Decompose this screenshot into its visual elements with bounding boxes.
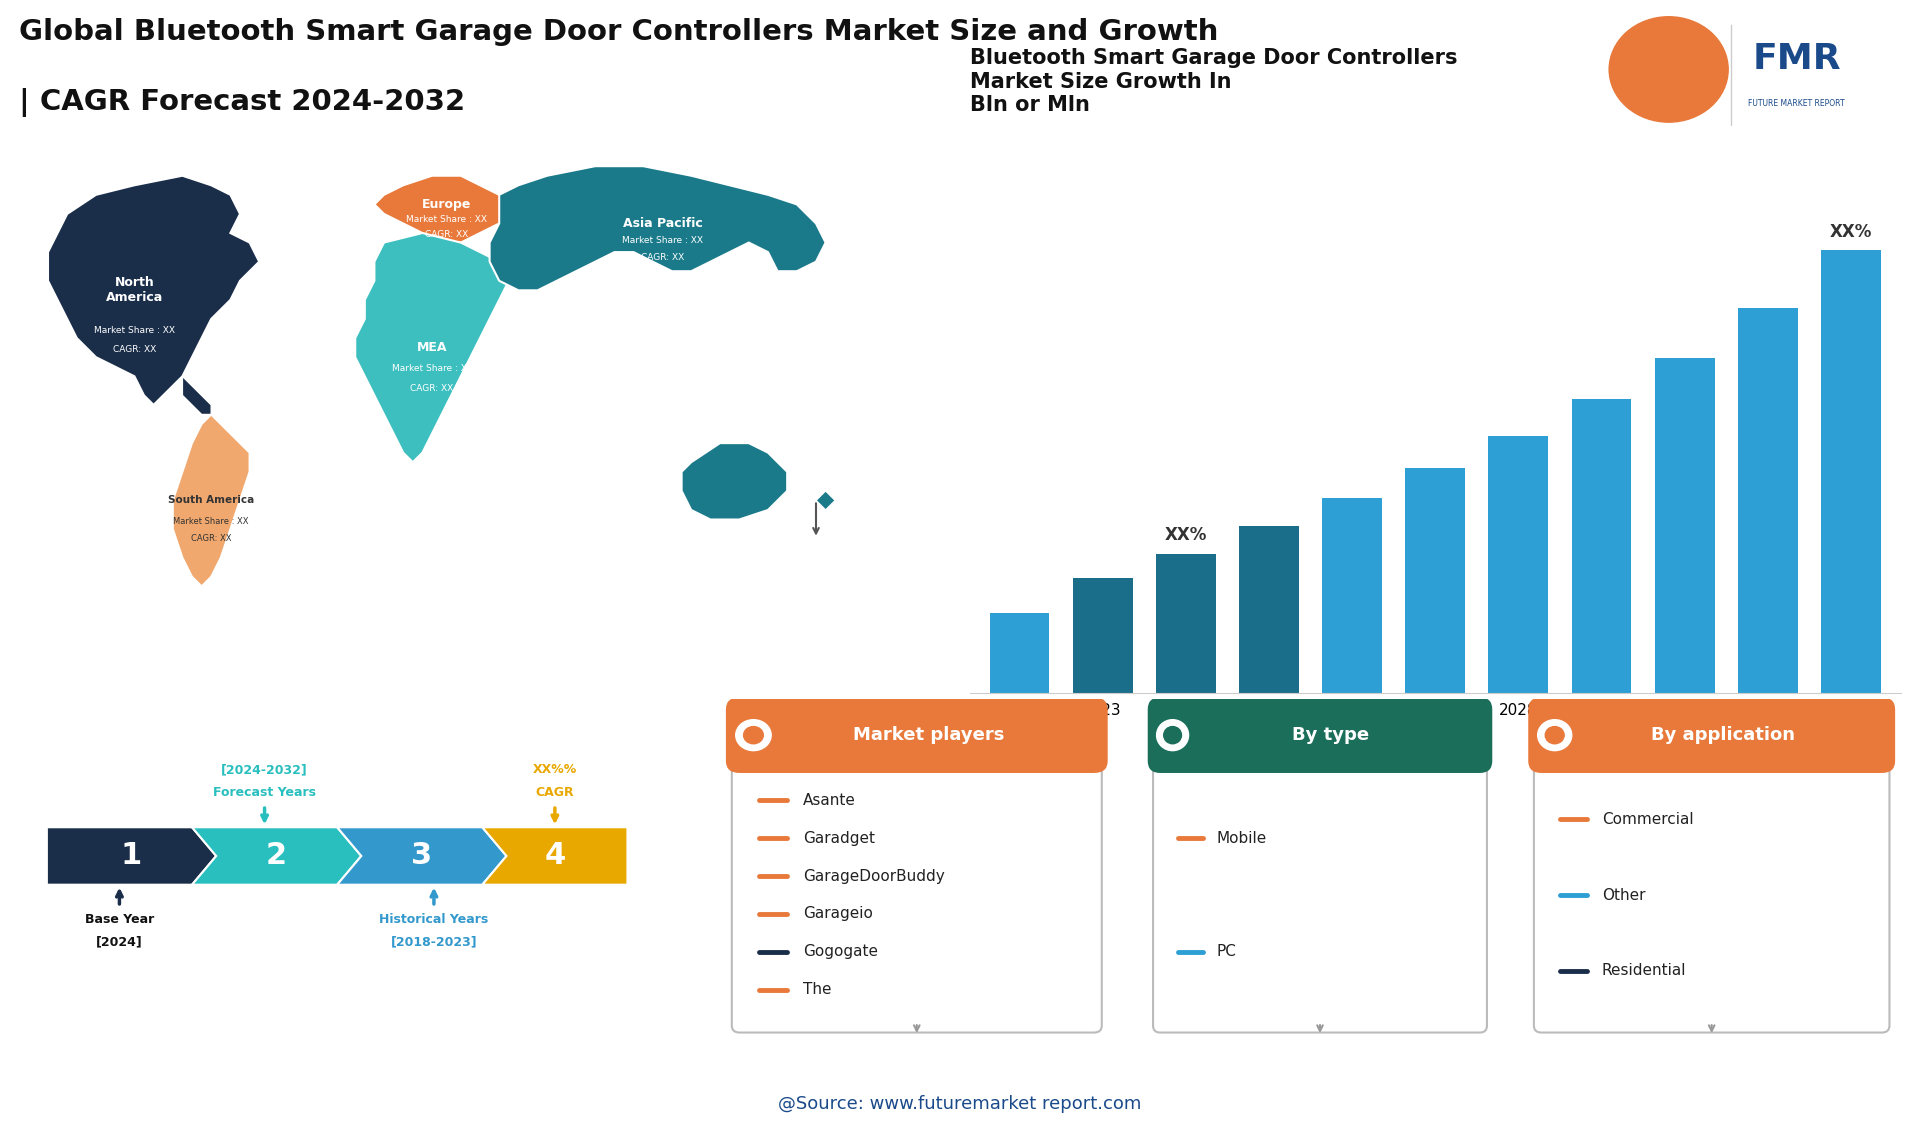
Circle shape	[1609, 17, 1728, 123]
Polygon shape	[173, 415, 250, 587]
Text: Gogogate: Gogogate	[803, 944, 877, 959]
Text: South America: South America	[169, 495, 253, 505]
Text: 4: 4	[543, 841, 566, 871]
Text: XX%: XX%	[1830, 222, 1872, 241]
Text: Market Share : XX: Market Share : XX	[622, 236, 703, 244]
Text: 1: 1	[121, 841, 142, 871]
Text: Market Share : XX: Market Share : XX	[173, 517, 250, 526]
Text: Mobile: Mobile	[1217, 831, 1267, 846]
Polygon shape	[48, 175, 259, 405]
Text: CAGR: XX: CAGR: XX	[424, 230, 468, 238]
Text: XX%%: XX%%	[532, 763, 578, 777]
Polygon shape	[682, 444, 787, 519]
Text: [2024]: [2024]	[96, 935, 142, 949]
Text: GarageDoorBuddy: GarageDoorBuddy	[803, 869, 945, 884]
Polygon shape	[816, 490, 835, 510]
Text: Residential: Residential	[1601, 963, 1686, 979]
Text: CAGR: XX: CAGR: XX	[411, 384, 453, 393]
Text: XX%: XX%	[1165, 526, 1208, 544]
Polygon shape	[482, 827, 628, 885]
Text: Asante: Asante	[803, 793, 856, 808]
Bar	[1572, 400, 1632, 693]
Text: 2: 2	[267, 841, 288, 871]
Text: Base Year: Base Year	[84, 913, 154, 926]
Text: Market players: Market players	[852, 727, 1004, 744]
FancyBboxPatch shape	[1534, 761, 1889, 1033]
Text: MEA: MEA	[417, 342, 447, 354]
Bar	[1738, 308, 1797, 693]
FancyBboxPatch shape	[732, 761, 1102, 1033]
Polygon shape	[192, 827, 361, 885]
Text: Europe: Europe	[422, 198, 470, 211]
Polygon shape	[490, 166, 826, 290]
Text: Asia Pacific: Asia Pacific	[622, 217, 703, 230]
Text: Garadget: Garadget	[803, 831, 876, 846]
Text: CAGR: CAGR	[536, 785, 574, 799]
Text: PC: PC	[1217, 944, 1236, 959]
Text: Forecast Years: Forecast Years	[213, 785, 317, 799]
Text: Market Share : XX: Market Share : XX	[94, 327, 175, 336]
Text: Market Share : XX: Market Share : XX	[405, 214, 488, 223]
Bar	[1655, 358, 1715, 693]
Text: FUTURE MARKET REPORT: FUTURE MARKET REPORT	[1749, 100, 1845, 108]
Text: CAGR: XX: CAGR: XX	[113, 345, 156, 354]
Bar	[1238, 526, 1298, 693]
Circle shape	[743, 727, 764, 744]
Text: Historical Years: Historical Years	[380, 913, 488, 926]
Bar	[1073, 578, 1133, 693]
Text: By type: By type	[1292, 727, 1369, 744]
Text: Bluetooth Smart Garage Door Controllers
Market Size Growth In
Bln or Mln: Bluetooth Smart Garage Door Controllers …	[970, 48, 1457, 115]
Circle shape	[735, 720, 772, 751]
Text: Global Bluetooth Smart Garage Door Controllers Market Size and Growth: Global Bluetooth Smart Garage Door Contr…	[19, 18, 1219, 46]
Text: 3: 3	[411, 841, 432, 871]
Text: North
America: North America	[106, 276, 163, 305]
Text: | CAGR Forecast 2024-2032: | CAGR Forecast 2024-2032	[19, 88, 465, 117]
Text: [2024-2032]: [2024-2032]	[221, 763, 307, 777]
Bar	[1323, 497, 1382, 693]
Text: Other: Other	[1601, 887, 1645, 903]
Polygon shape	[355, 233, 509, 462]
FancyBboxPatch shape	[1154, 761, 1486, 1033]
Text: Market Share : XX: Market Share : XX	[392, 364, 472, 374]
Text: The: The	[803, 982, 831, 997]
FancyBboxPatch shape	[1148, 697, 1492, 774]
Polygon shape	[374, 175, 509, 243]
Circle shape	[1156, 720, 1188, 751]
Bar	[1820, 250, 1882, 693]
Polygon shape	[182, 376, 211, 415]
Polygon shape	[46, 827, 217, 885]
Bar	[1405, 469, 1465, 693]
Text: Commercial: Commercial	[1601, 811, 1693, 827]
Text: [2018-2023]: [2018-2023]	[390, 935, 478, 949]
Text: Garageio: Garageio	[803, 906, 872, 921]
Bar	[1488, 437, 1548, 693]
Bar	[989, 613, 1050, 693]
Circle shape	[1164, 727, 1181, 744]
Text: @Source: www.futuremarket report.com: @Source: www.futuremarket report.com	[778, 1096, 1142, 1113]
Circle shape	[1546, 727, 1565, 744]
Polygon shape	[338, 827, 507, 885]
Text: FMR: FMR	[1753, 42, 1841, 76]
FancyBboxPatch shape	[1528, 697, 1895, 774]
Circle shape	[1538, 720, 1572, 751]
Bar	[1156, 554, 1215, 693]
Text: CAGR: XX: CAGR: XX	[641, 253, 684, 261]
Text: By application: By application	[1651, 727, 1795, 744]
Text: CAGR: XX: CAGR: XX	[190, 534, 232, 542]
FancyBboxPatch shape	[726, 697, 1108, 774]
